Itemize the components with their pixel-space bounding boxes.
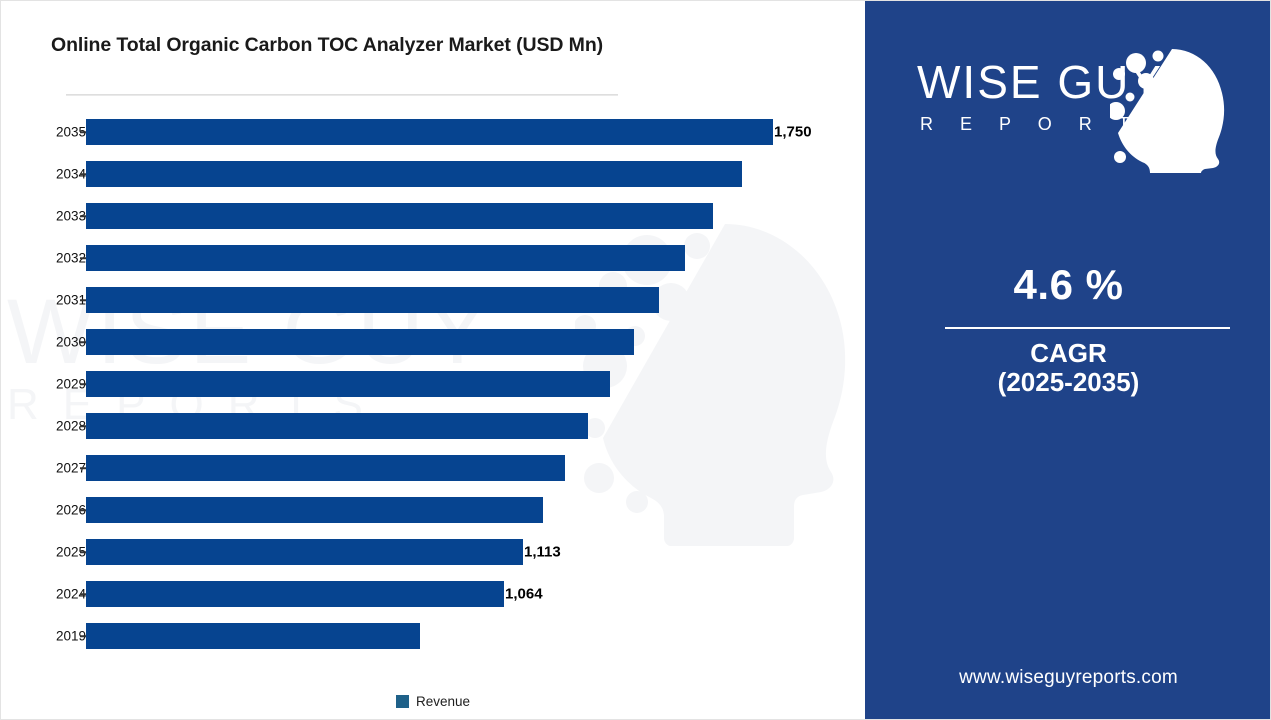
- bar-row: 2019: [1, 615, 865, 657]
- logo-line-2: R E P O R T S: [920, 114, 1180, 134]
- bar-chart-plot-area: 2035 1,750 2034 2033 2032 2031 2030 2029 2028 202…: [1, 111, 865, 659]
- bar-revenue[interactable]: [86, 329, 634, 355]
- logo-line-1: WISE GUY: [917, 56, 1164, 108]
- cagr-label: CAGR (2025-2035): [865, 338, 1270, 398]
- y-axis-tick-mark: [80, 551, 86, 553]
- bar-row: 2030: [1, 321, 865, 363]
- bar-row: 2032: [1, 237, 865, 279]
- title-divider: [66, 94, 618, 96]
- website-url: www.wiseguyreports.com: [959, 667, 1178, 688]
- y-axis-tick-mark: [80, 299, 86, 301]
- chart-legend: Revenue: [1, 694, 865, 709]
- bar-row: 2026: [1, 489, 865, 531]
- bar-revenue[interactable]: [86, 539, 523, 565]
- y-axis-tick-label: 2027: [55, 460, 86, 476]
- cagr-label-line-1: CAGR: [1030, 338, 1107, 368]
- logo-head-profile-icon: [1110, 49, 1225, 173]
- bar-row: 2029: [1, 363, 865, 405]
- bar-revenue[interactable]: [86, 161, 742, 187]
- y-axis-tick-mark: [80, 635, 86, 637]
- bar-row: 2024 1,064: [1, 573, 865, 615]
- bar-revenue[interactable]: [86, 371, 610, 397]
- bar-revenue[interactable]: [86, 287, 659, 313]
- bar-row: 2025 1,113: [1, 531, 865, 573]
- y-axis-tick-mark: [80, 425, 86, 427]
- bar-revenue[interactable]: [86, 413, 588, 439]
- bar-revenue[interactable]: [86, 245, 685, 271]
- brand-panel: WISE GUY R E P O R T S: [865, 1, 1270, 719]
- legend-swatch-revenue: [395, 695, 409, 708]
- bar-value-label: 1,750: [774, 123, 812, 141]
- y-axis-tick-mark: [80, 467, 86, 469]
- bar-value-label: 1,113: [524, 543, 561, 561]
- bar-row: 2027: [1, 447, 865, 489]
- y-axis-tick-label: 2026: [55, 502, 86, 518]
- bar-revenue[interactable]: [86, 581, 504, 607]
- y-axis-tick-label: 2034: [55, 166, 86, 182]
- y-axis-tick-label: 2028: [55, 418, 86, 434]
- y-axis-tick-mark: [80, 257, 86, 259]
- y-axis-tick-label: 2024: [55, 586, 86, 602]
- bar-revenue[interactable]: [86, 119, 773, 145]
- y-axis-tick-mark: [80, 215, 86, 217]
- bar-row: 2031: [1, 279, 865, 321]
- wiseguy-logo: WISE GUY R E P O R T S: [865, 41, 1270, 176]
- y-axis-tick-label: 2035: [55, 124, 86, 140]
- bar-revenue[interactable]: [86, 623, 420, 649]
- chart-title: Online Total Organic Carbon TOC Analyzer…: [51, 34, 604, 56]
- y-axis-tick-label: 2029: [55, 376, 86, 392]
- y-axis-tick-mark: [80, 173, 86, 175]
- legend-label-revenue: Revenue: [415, 694, 471, 709]
- y-axis-tick-mark: [80, 341, 86, 343]
- bar-row: 2033: [1, 195, 865, 237]
- bar-revenue[interactable]: [86, 455, 565, 481]
- y-axis-tick-mark: [80, 509, 86, 511]
- cagr-divider: [945, 327, 1230, 329]
- cagr-label-line-2: (2025-2035): [997, 367, 1140, 398]
- y-axis-tick-mark: [80, 593, 86, 595]
- head-profile-watermark-icon: [575, 224, 846, 546]
- y-axis-tick-label: 2019: [55, 628, 86, 644]
- cagr-value: 4.6 %: [1013, 261, 1124, 308]
- logo-text: WISE GUY R E P O R T S: [917, 59, 1177, 135]
- y-axis-tick-label: 2025: [55, 544, 86, 560]
- y-axis-tick-mark: [80, 131, 86, 133]
- bar-value-label: 1,064: [505, 585, 543, 603]
- chart-panel: WISE GUY REPORTS: [1, 1, 865, 719]
- bar-revenue[interactable]: [86, 497, 543, 523]
- y-axis-tick-label: 2031: [55, 292, 86, 308]
- bar-row: 2034: [1, 153, 865, 195]
- bar-revenue[interactable]: [86, 203, 713, 229]
- y-axis-tick-label: 2033: [55, 208, 86, 224]
- y-axis-tick-mark: [80, 383, 86, 385]
- bar-row: 2028: [1, 405, 865, 447]
- y-axis-tick-label: 2032: [55, 250, 86, 266]
- bar-row: 2035 1,750: [1, 111, 865, 153]
- y-axis-tick-label: 2030: [55, 334, 86, 350]
